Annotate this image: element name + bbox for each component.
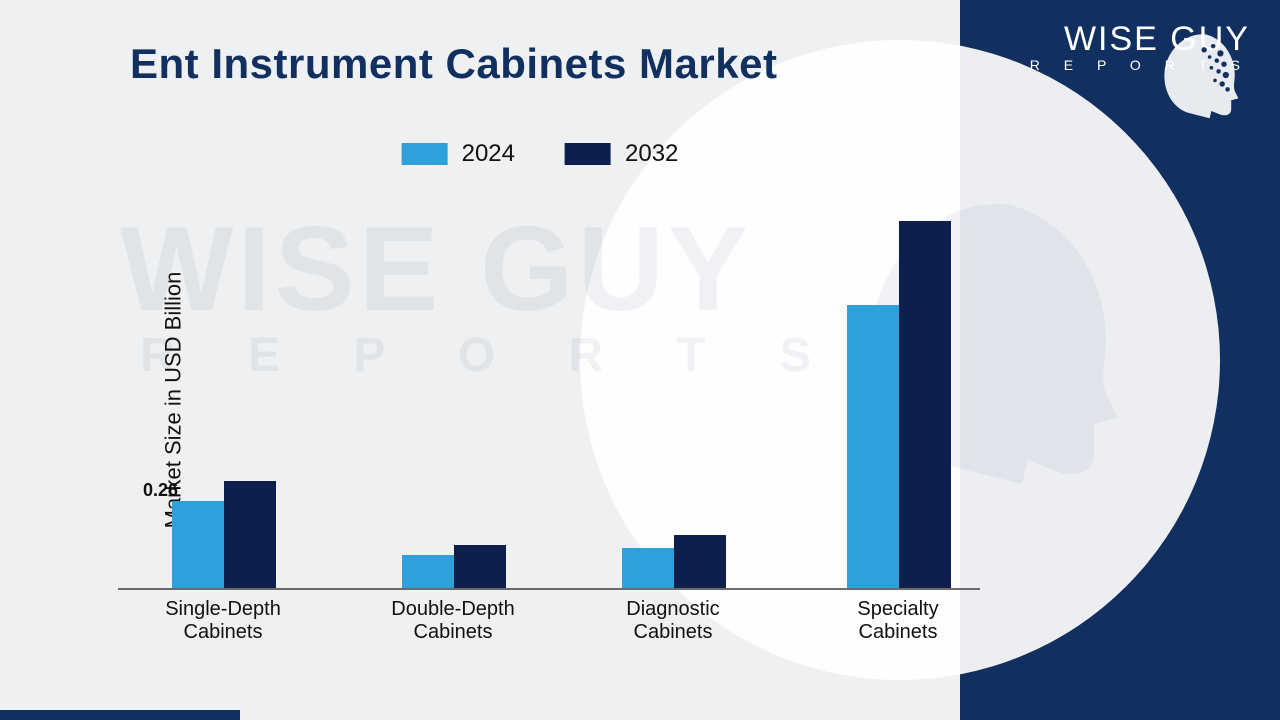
brand-logo: WISE GUY R E P O R T S xyxy=(1030,20,1250,73)
bar-2032 xyxy=(674,535,726,588)
legend-swatch-2032 xyxy=(565,143,611,165)
legend-label-2024: 2024 xyxy=(462,140,515,168)
bottom-accent-bar xyxy=(0,710,240,720)
stage: Ent Instrument Cabinets Market WISE GUY … xyxy=(0,0,1280,720)
bar-group: 0.26Single-DepthCabinets xyxy=(138,190,308,590)
brand-head-icon xyxy=(1152,30,1242,120)
chart-title: Ent Instrument Cabinets Market xyxy=(130,40,777,88)
bar-2032 xyxy=(224,481,276,588)
bar-2024 xyxy=(622,548,674,588)
plot-area: 0.26Single-DepthCabinets Double-DepthCabi… xyxy=(118,190,980,590)
bar-value-label: 0.26 xyxy=(118,480,178,501)
bar-group: DiagnosticCabinets xyxy=(588,190,758,590)
bar-group: SpecialtyCabinets xyxy=(813,190,983,590)
bar-2032 xyxy=(454,545,506,588)
chart-legend: 2024 2032 xyxy=(402,140,679,168)
bar-2024 xyxy=(847,305,899,588)
category-label: DiagnosticCabinets xyxy=(588,590,758,644)
bar-2024 xyxy=(402,555,454,588)
category-label: Double-DepthCabinets xyxy=(368,590,538,644)
legend-item-2024: 2024 xyxy=(402,140,515,168)
bar-group: Double-DepthCabinets xyxy=(368,190,538,590)
legend-label-2032: 2032 xyxy=(625,140,678,168)
category-label: SpecialtyCabinets xyxy=(813,590,983,644)
bar-2024 xyxy=(172,501,224,588)
bar-2032 xyxy=(899,221,951,588)
legend-swatch-2024 xyxy=(402,143,448,165)
bar-chart: Market Size in USD Billion 2024 2032 0.2… xyxy=(100,130,980,670)
legend-item-2032: 2032 xyxy=(565,140,678,168)
category-label: Single-DepthCabinets xyxy=(138,590,308,644)
